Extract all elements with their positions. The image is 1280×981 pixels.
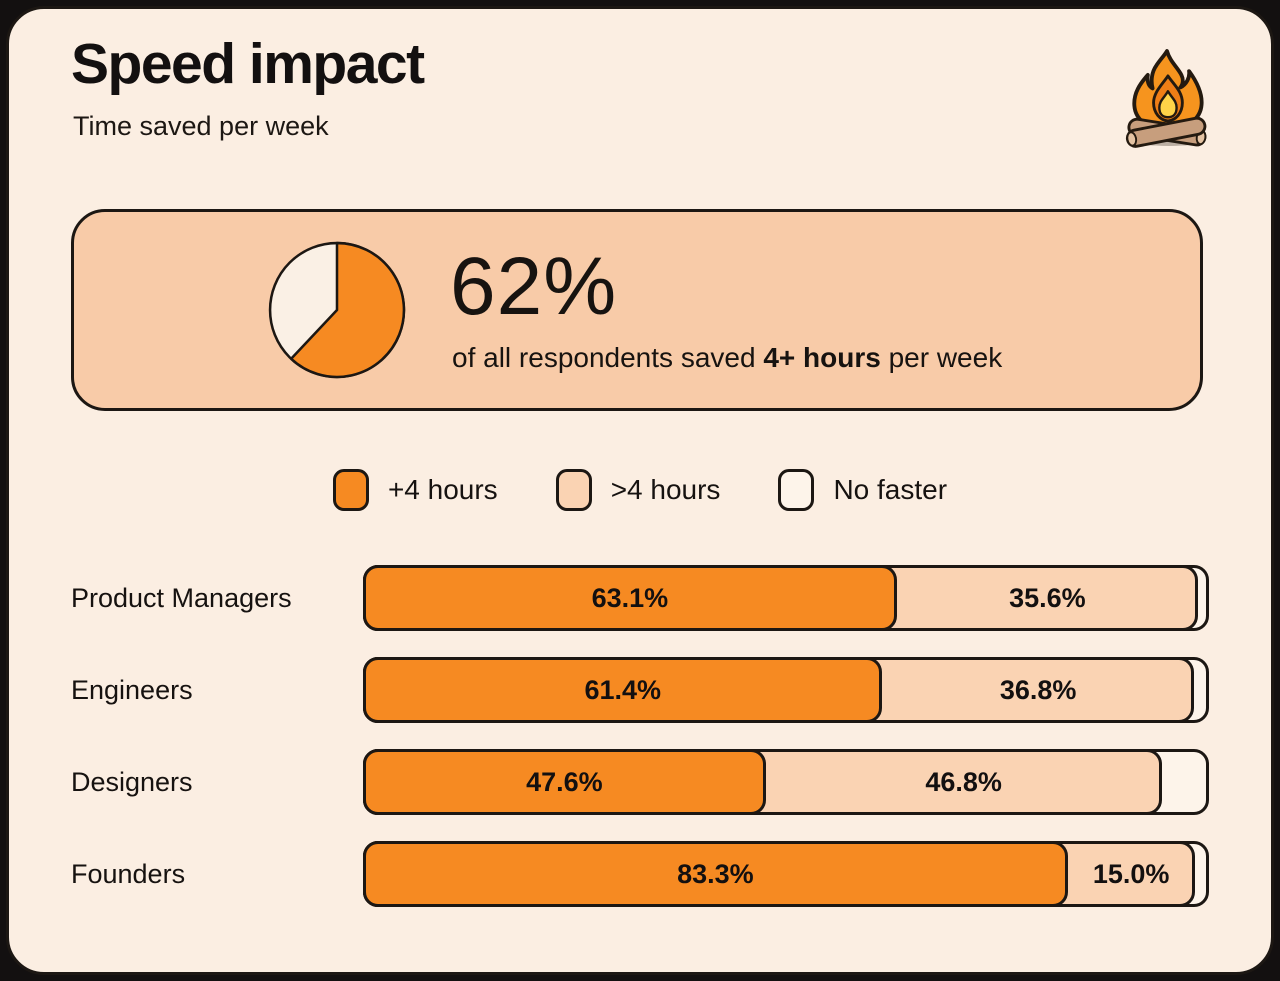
segment-plus4-hours: [363, 749, 766, 815]
bar-category-label: Founders: [71, 858, 186, 889]
stat-description: of all respondents saved 4+ hours per we…: [452, 342, 1002, 374]
chart-legend: +4 hours >4 hours No faster: [9, 469, 1271, 511]
legend-label: >4 hours: [610, 474, 721, 505]
bar-row: Product Managers 63.1% 35.6%: [71, 565, 1209, 631]
stat-desc-bold: 4+ hours: [763, 342, 881, 373]
segment-value-plus4: 47.6%: [526, 766, 603, 797]
stat-desc-suffix: per week: [880, 342, 1003, 373]
segment-value-gt4: 35.6%: [1009, 582, 1086, 613]
stat-number: 62%: [450, 241, 618, 332]
segment-value-gt4: 15.0%: [1092, 858, 1170, 889]
bar-category-label: Engineers: [71, 674, 193, 705]
segment-plus4-hours: [363, 657, 883, 723]
stat-desc-prefix: of all respondents saved: [452, 342, 764, 373]
bar-category-label: Product Managers: [71, 582, 292, 613]
legend-label: +4 hours: [387, 474, 498, 505]
bar-track: 47.6% 46.8%: [363, 749, 1209, 815]
legend-label: No faster: [833, 474, 948, 505]
legend-item: >4 hours: [555, 469, 721, 511]
segment-plus4-hours: [363, 841, 1068, 907]
infographic-canvas: Speed impact Time saved per week: [6, 6, 1274, 975]
segment-value-gt4: 46.8%: [925, 766, 1002, 797]
bar-row: Founders 83.3% 15.0%: [71, 841, 1209, 907]
segment-value-plus4: 83.3%: [677, 858, 754, 889]
page-subtitle: Time saved per week: [73, 111, 329, 141]
segment-value-plus4: 61.4%: [584, 674, 661, 705]
bar-track: 83.3% 15.0%: [363, 841, 1209, 907]
bar-row: Engineers 61.4% 36.8%: [71, 657, 1209, 723]
legend-swatch-icon: [778, 469, 815, 511]
segment-value-plus4: 63.1%: [591, 582, 669, 613]
legend-swatch-icon: [332, 469, 369, 511]
pie-chart: [268, 241, 406, 379]
segment-value-gt4: 36.8%: [999, 674, 1077, 705]
bar-row: Designers 47.6% 46.8%: [71, 749, 1209, 815]
flame-core: [1158, 90, 1178, 119]
legend-swatch-icon: [555, 469, 592, 511]
legend-item: No faster: [778, 469, 947, 511]
bar-category-label: Designers: [71, 766, 193, 797]
segment-plus4-hours: [363, 565, 897, 631]
bar-track: 63.1% 35.6%: [363, 565, 1209, 631]
bar-chart: Product Managers 63.1% 35.6% Engineers 6…: [71, 565, 1209, 907]
campfire-logs: [1125, 116, 1207, 148]
page-title: Speed impact: [71, 32, 425, 96]
legend-item: +4 hours: [332, 469, 498, 511]
campfire-icon: [1119, 45, 1215, 151]
pie-main-slice: [289, 241, 406, 379]
bar-track: 61.4% 36.8%: [363, 657, 1209, 723]
highlight-card: 62% of all respondents saved 4+ hours pe…: [71, 209, 1203, 411]
